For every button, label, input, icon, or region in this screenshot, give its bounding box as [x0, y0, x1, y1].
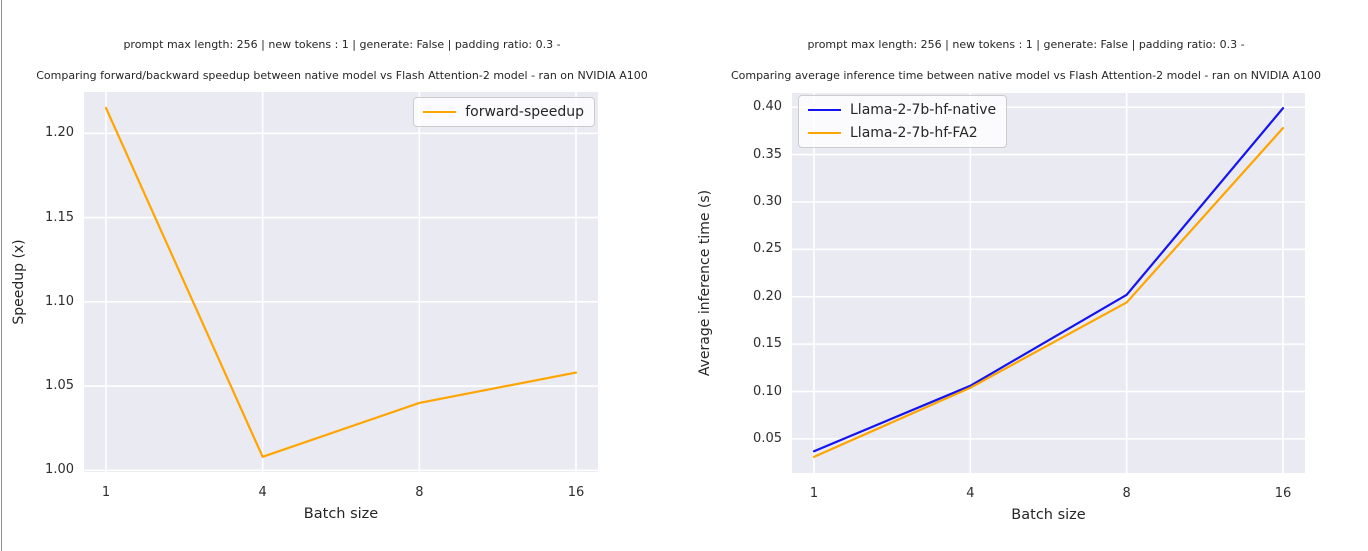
- y-tick-label: 1.15: [45, 209, 74, 225]
- window-left-border: [1, 0, 2, 551]
- legend-entry: forward-speedup: [423, 102, 584, 122]
- y-tick-label: 0.30: [753, 193, 782, 209]
- legend-label: Llama-2-7b-hf-native: [850, 102, 997, 118]
- plot-svg: [792, 93, 1305, 473]
- y-tick-label: 0.15: [753, 336, 782, 352]
- legend-entry: Llama-2-7b-hf-FA2: [808, 123, 996, 143]
- y-tick-label: 1.05: [45, 378, 74, 394]
- series-line-forward-speedup: [104, 106, 578, 458]
- y-tick-label: 1.00: [45, 462, 74, 478]
- x-tick-label: 4: [966, 486, 975, 501]
- y-tick-label: 1.20: [45, 125, 74, 141]
- y-tick-label: 0.10: [753, 383, 782, 399]
- y-tick-label: 0.20: [753, 288, 782, 304]
- y-axis-label: Speedup (x): [11, 239, 27, 325]
- x-tick-label: 1: [809, 486, 819, 501]
- chart-title: Comparing average inference time between…: [730, 69, 1322, 82]
- inference-time-chart: prompt max length: 256 | new tokens : 1 …: [684, 0, 1368, 551]
- chart-title: Comparing forward/backward speedup betwe…: [36, 69, 648, 82]
- x-tick-label: 8: [415, 485, 424, 500]
- legend-line-swatch: [423, 111, 457, 113]
- plot-area: forward-speedup: [84, 92, 598, 472]
- x-tick-label: 16: [1274, 486, 1292, 501]
- y-tick-label: 0.25: [753, 241, 782, 257]
- x-tick-label: 4: [258, 485, 267, 500]
- x-tick-label: 8: [1122, 486, 1131, 501]
- y-tick-label: 0.35: [753, 146, 782, 162]
- legend: forward-speedup: [413, 97, 595, 127]
- x-axis-label: Batch size: [1011, 507, 1086, 523]
- legend-line-swatch: [808, 109, 841, 111]
- plot-area: Llama-2-7b-hf-native Llama-2-7b-hf-FA2: [792, 93, 1305, 473]
- y-tick-label: 1.10: [45, 293, 74, 309]
- x-axis-label: Batch size: [303, 506, 379, 522]
- legend: Llama-2-7b-hf-native Llama-2-7b-hf-FA2: [798, 95, 1008, 148]
- series-line-Llama-2-7b-hf-native: [812, 107, 1285, 453]
- legend-label: forward-speedup: [465, 104, 584, 120]
- x-tick-label: 1: [101, 485, 111, 500]
- x-tick-label: 16: [567, 485, 585, 500]
- y-tick-label: 0.40: [753, 99, 782, 115]
- series-line-Llama-2-7b-hf-FA2: [812, 126, 1285, 458]
- legend-entry: Llama-2-7b-hf-native: [808, 100, 996, 120]
- speedup-chart: prompt max length: 256 | new tokens : 1 …: [11, 38, 648, 522]
- legend-line-swatch: [808, 132, 841, 134]
- legend-label: Llama-2-7b-hf-FA2: [850, 125, 978, 141]
- chart-subtitle: prompt max length: 256 | new tokens : 1 …: [123, 38, 561, 51]
- y-axis-label: Average inference time (s): [697, 189, 713, 377]
- chart-subtitle: prompt max length: 256 | new tokens : 1 …: [807, 38, 1245, 51]
- y-tick-label: 0.05: [753, 430, 782, 446]
- plot-svg: [84, 92, 598, 472]
